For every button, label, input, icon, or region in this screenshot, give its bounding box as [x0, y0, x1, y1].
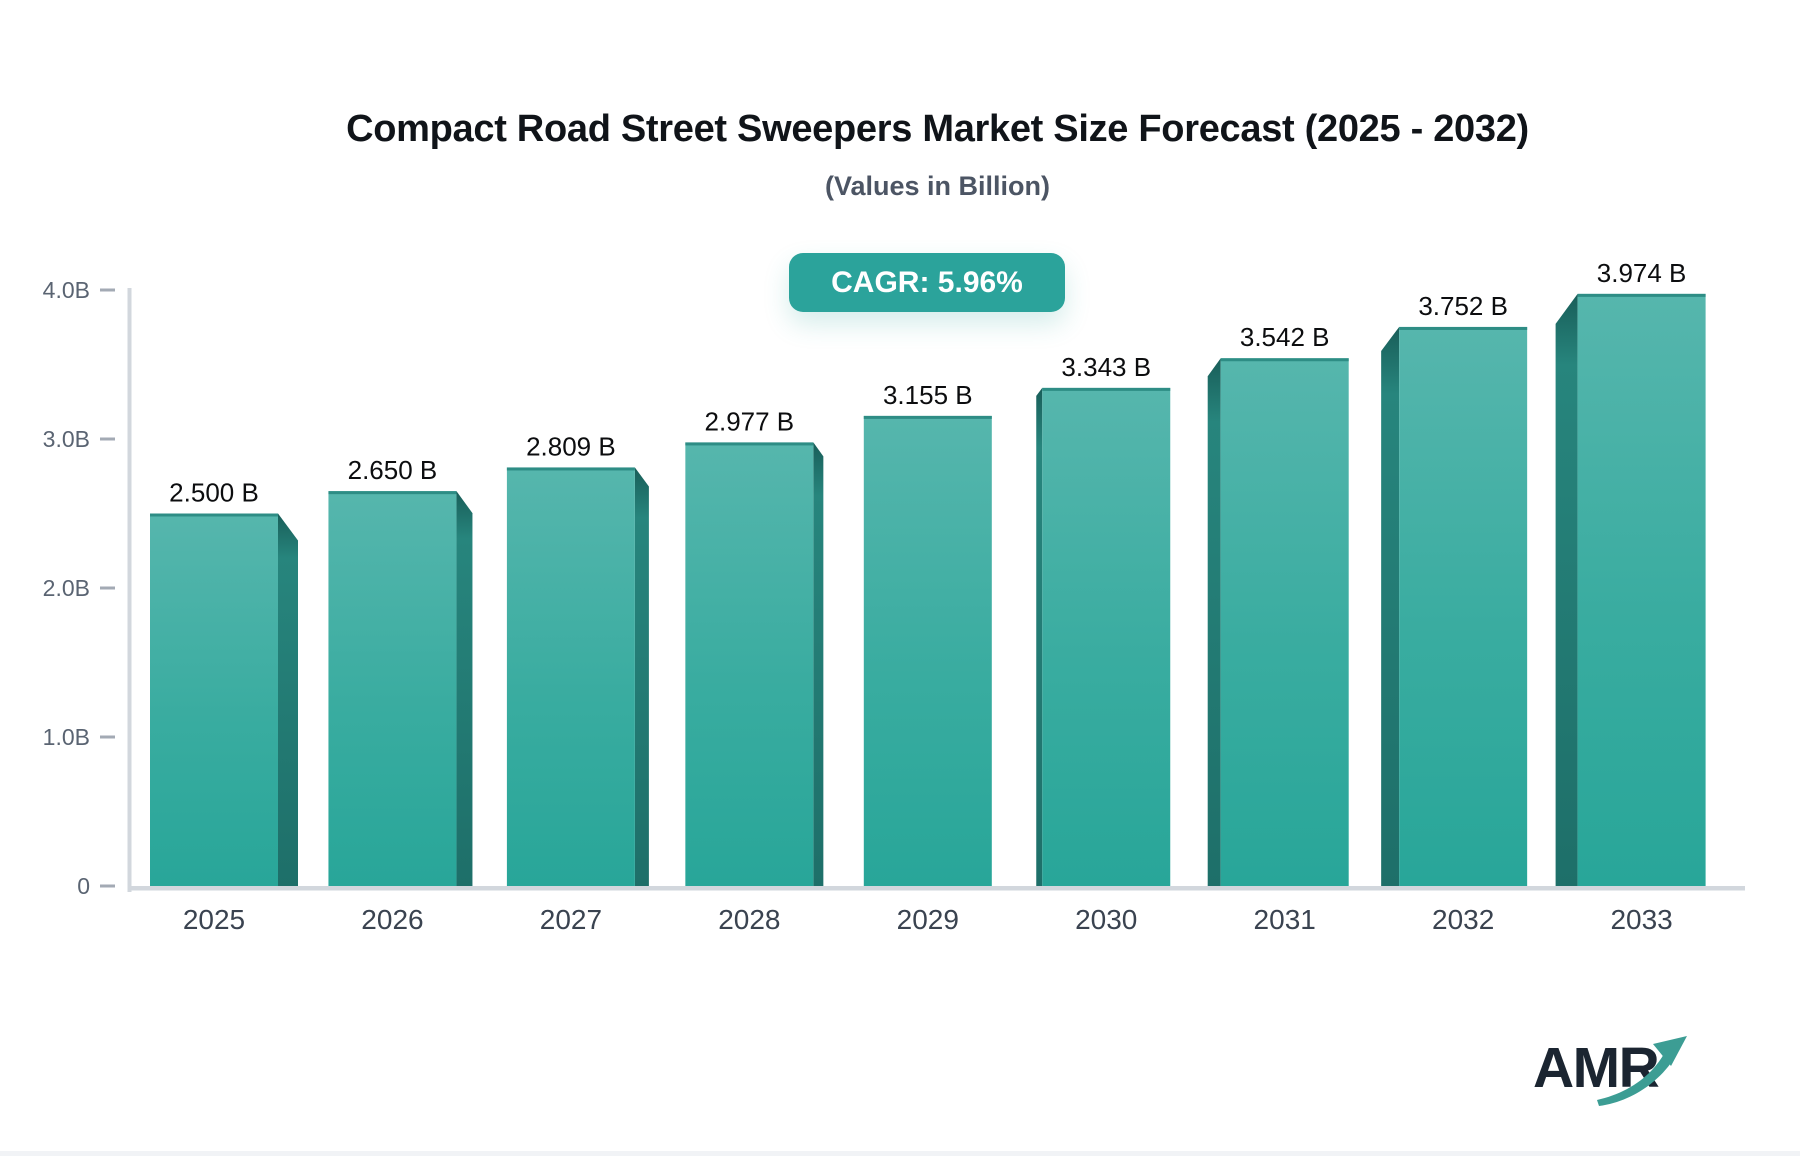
bar-2028 — [685, 442, 814, 886]
y-tick-dash — [100, 288, 115, 292]
bar-top-edge-2025 — [150, 513, 278, 517]
bar-2029 — [863, 415, 992, 886]
y-tick-label: 2.0B — [43, 575, 90, 601]
bar-2031 — [1220, 358, 1349, 886]
y-tick-dash — [100, 437, 115, 441]
y-tick-label: 1.0B — [43, 724, 90, 750]
amr-logo: AMR — [1533, 1036, 1708, 1112]
x-axis-line — [127, 886, 1745, 891]
bar-2027 — [506, 467, 635, 886]
bar-side-2028 — [813, 442, 824, 886]
bar-2025 — [150, 513, 278, 886]
x-tick-label-2030: 2030 — [1075, 904, 1137, 935]
value-label-2032: 3.752 B — [1418, 291, 1508, 321]
y-tick-dash — [100, 884, 115, 888]
value-label-2026: 2.650 B — [348, 455, 438, 485]
value-label-2028: 2.977 B — [705, 406, 795, 436]
x-tick-label-2029: 2029 — [897, 904, 959, 935]
value-label-2033: 3.974 B — [1597, 258, 1687, 288]
bar-top-edge-2027 — [506, 467, 635, 471]
bar-top-edge-2029 — [863, 415, 992, 419]
bar-side-2025 — [278, 513, 298, 886]
value-label-2030: 3.343 B — [1061, 352, 1151, 382]
y-tick-label: 4.0B — [43, 277, 90, 303]
value-label-2029: 3.155 B — [883, 380, 973, 410]
bar-top-edge-2026 — [328, 491, 457, 495]
bar-side-2027 — [634, 467, 649, 886]
bar-side-2026 — [456, 491, 473, 886]
x-tick-label-2032: 2032 — [1432, 904, 1494, 935]
x-tick-label-2027: 2027 — [540, 904, 602, 935]
cagr-badge: CAGR: 5.96% — [789, 253, 1065, 312]
chart-subtitle: (Values in Billion) — [824, 171, 1051, 201]
bar-side-2031 — [1207, 358, 1221, 886]
value-label-2027: 2.809 B — [526, 431, 616, 461]
bar-side-2032 — [1381, 326, 1400, 886]
bar-2032 — [1399, 326, 1528, 886]
chart-title: Compact Road Street Sweepers Market Size… — [346, 108, 1529, 150]
value-label-2031: 3.542 B — [1240, 322, 1330, 352]
x-tick-label-2033: 2033 — [1610, 904, 1672, 935]
bar-2033 — [1577, 293, 1706, 886]
y-tick-label: 0 — [77, 873, 90, 899]
x-tick-label-2031: 2031 — [1254, 904, 1316, 935]
value-label-2025: 2.500 B — [169, 478, 259, 508]
x-tick-label-2026: 2026 — [361, 904, 423, 935]
bar-2026 — [328, 491, 457, 886]
bar-side-2030 — [1036, 387, 1043, 886]
bar-top-edge-2033 — [1577, 293, 1706, 297]
bar-top-edge-2031 — [1220, 358, 1349, 362]
bottom-edge-strip — [0, 1151, 1800, 1156]
growth-arrow-icon — [1597, 1036, 1687, 1106]
y-axis-line — [127, 288, 132, 892]
x-tick-label-2028: 2028 — [718, 904, 780, 935]
bar-2030 — [1042, 387, 1171, 886]
bar-side-2033 — [1555, 293, 1578, 886]
bar-top-edge-2032 — [1399, 326, 1528, 330]
y-tick-dash — [100, 586, 115, 590]
x-tick-label-2025: 2025 — [183, 904, 245, 935]
y-tick-label: 3.0B — [43, 426, 90, 452]
y-tick-dash — [100, 735, 115, 739]
bar-top-edge-2028 — [685, 442, 814, 446]
bar-top-edge-2030 — [1042, 387, 1171, 391]
